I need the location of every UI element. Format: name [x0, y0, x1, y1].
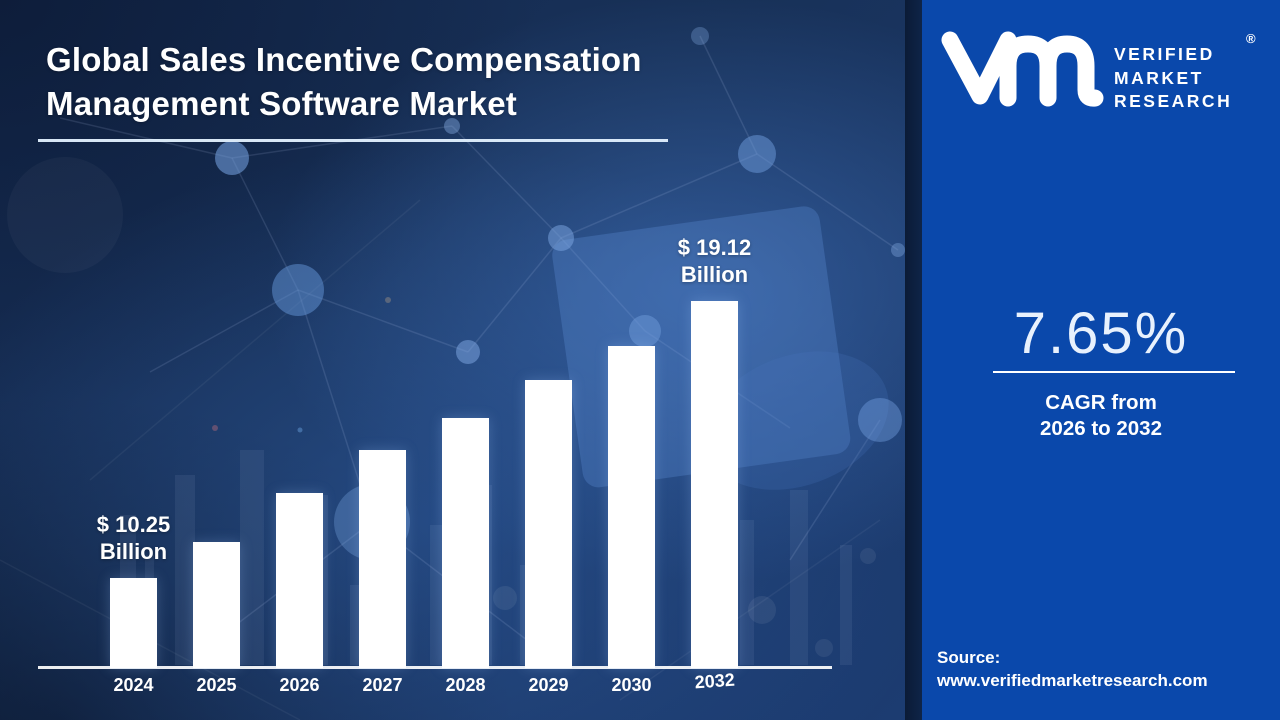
bar-2028: [442, 418, 489, 668]
x-tick-2027: 2027: [362, 675, 403, 695]
value-label-2032: $ 19.12 Billion: [677, 235, 752, 287]
cagr-caption-line2: 2026 to 2032: [1040, 417, 1162, 440]
cagr-underline: [993, 371, 1235, 373]
page-title-line2: Management Software Market: [46, 85, 517, 122]
brand-name-line2: MARKET: [1114, 67, 1204, 88]
source-label: Source:: [937, 648, 1001, 667]
bar-2027: [359, 450, 406, 668]
bar-2025: [193, 542, 240, 668]
x-tick-2029: 2029: [528, 675, 569, 695]
page-title: Global Sales Incentive Compensation Mana…: [46, 38, 806, 126]
title-underline: [38, 139, 668, 142]
x-tick-2026: 2026: [279, 675, 320, 695]
page-title-line1: Global Sales Incentive Compensation: [46, 41, 642, 78]
info-panel: VERIFIED MARKET RESEARCH ® 7.65% CAGR fr…: [922, 0, 1280, 720]
x-tick-2024: 2024: [113, 675, 154, 695]
cagr-caption: CAGR from 2026 to 2032: [922, 390, 1280, 442]
x-axis-line: [38, 666, 832, 669]
brand-name: VERIFIED MARKET RESEARCH: [1114, 43, 1232, 114]
cagr-caption-line1: CAGR from: [1045, 391, 1157, 414]
value-label-2024: $ 10.25 Billion: [96, 512, 171, 564]
source-url[interactable]: www.verifiedmarketresearch.com: [937, 671, 1208, 690]
source-block: Source: www.verifiedmarketresearch.com: [937, 646, 1208, 692]
panel-divider: [905, 0, 922, 720]
bar-2032: [691, 301, 738, 668]
vmr-logo-icon: [941, 31, 1104, 107]
x-tick-2028: 2028: [445, 675, 486, 695]
bar-2026: [276, 493, 323, 668]
x-tick-2025: 2025: [196, 675, 237, 695]
registered-trademark-icon: ®: [1246, 31, 1256, 46]
bar-2024: [110, 578, 157, 668]
bar-2030: [608, 346, 655, 668]
cagr-value: 7.65%: [1013, 301, 1189, 366]
brand-name-line3: RESEARCH: [1114, 91, 1233, 111]
bar-2029: [525, 380, 572, 668]
x-tick-2030: 2030: [611, 675, 652, 695]
brand-name-line1: VERIFIED: [1114, 44, 1215, 64]
chart-background: Global Sales Incentive Compensation Mana…: [0, 0, 922, 720]
